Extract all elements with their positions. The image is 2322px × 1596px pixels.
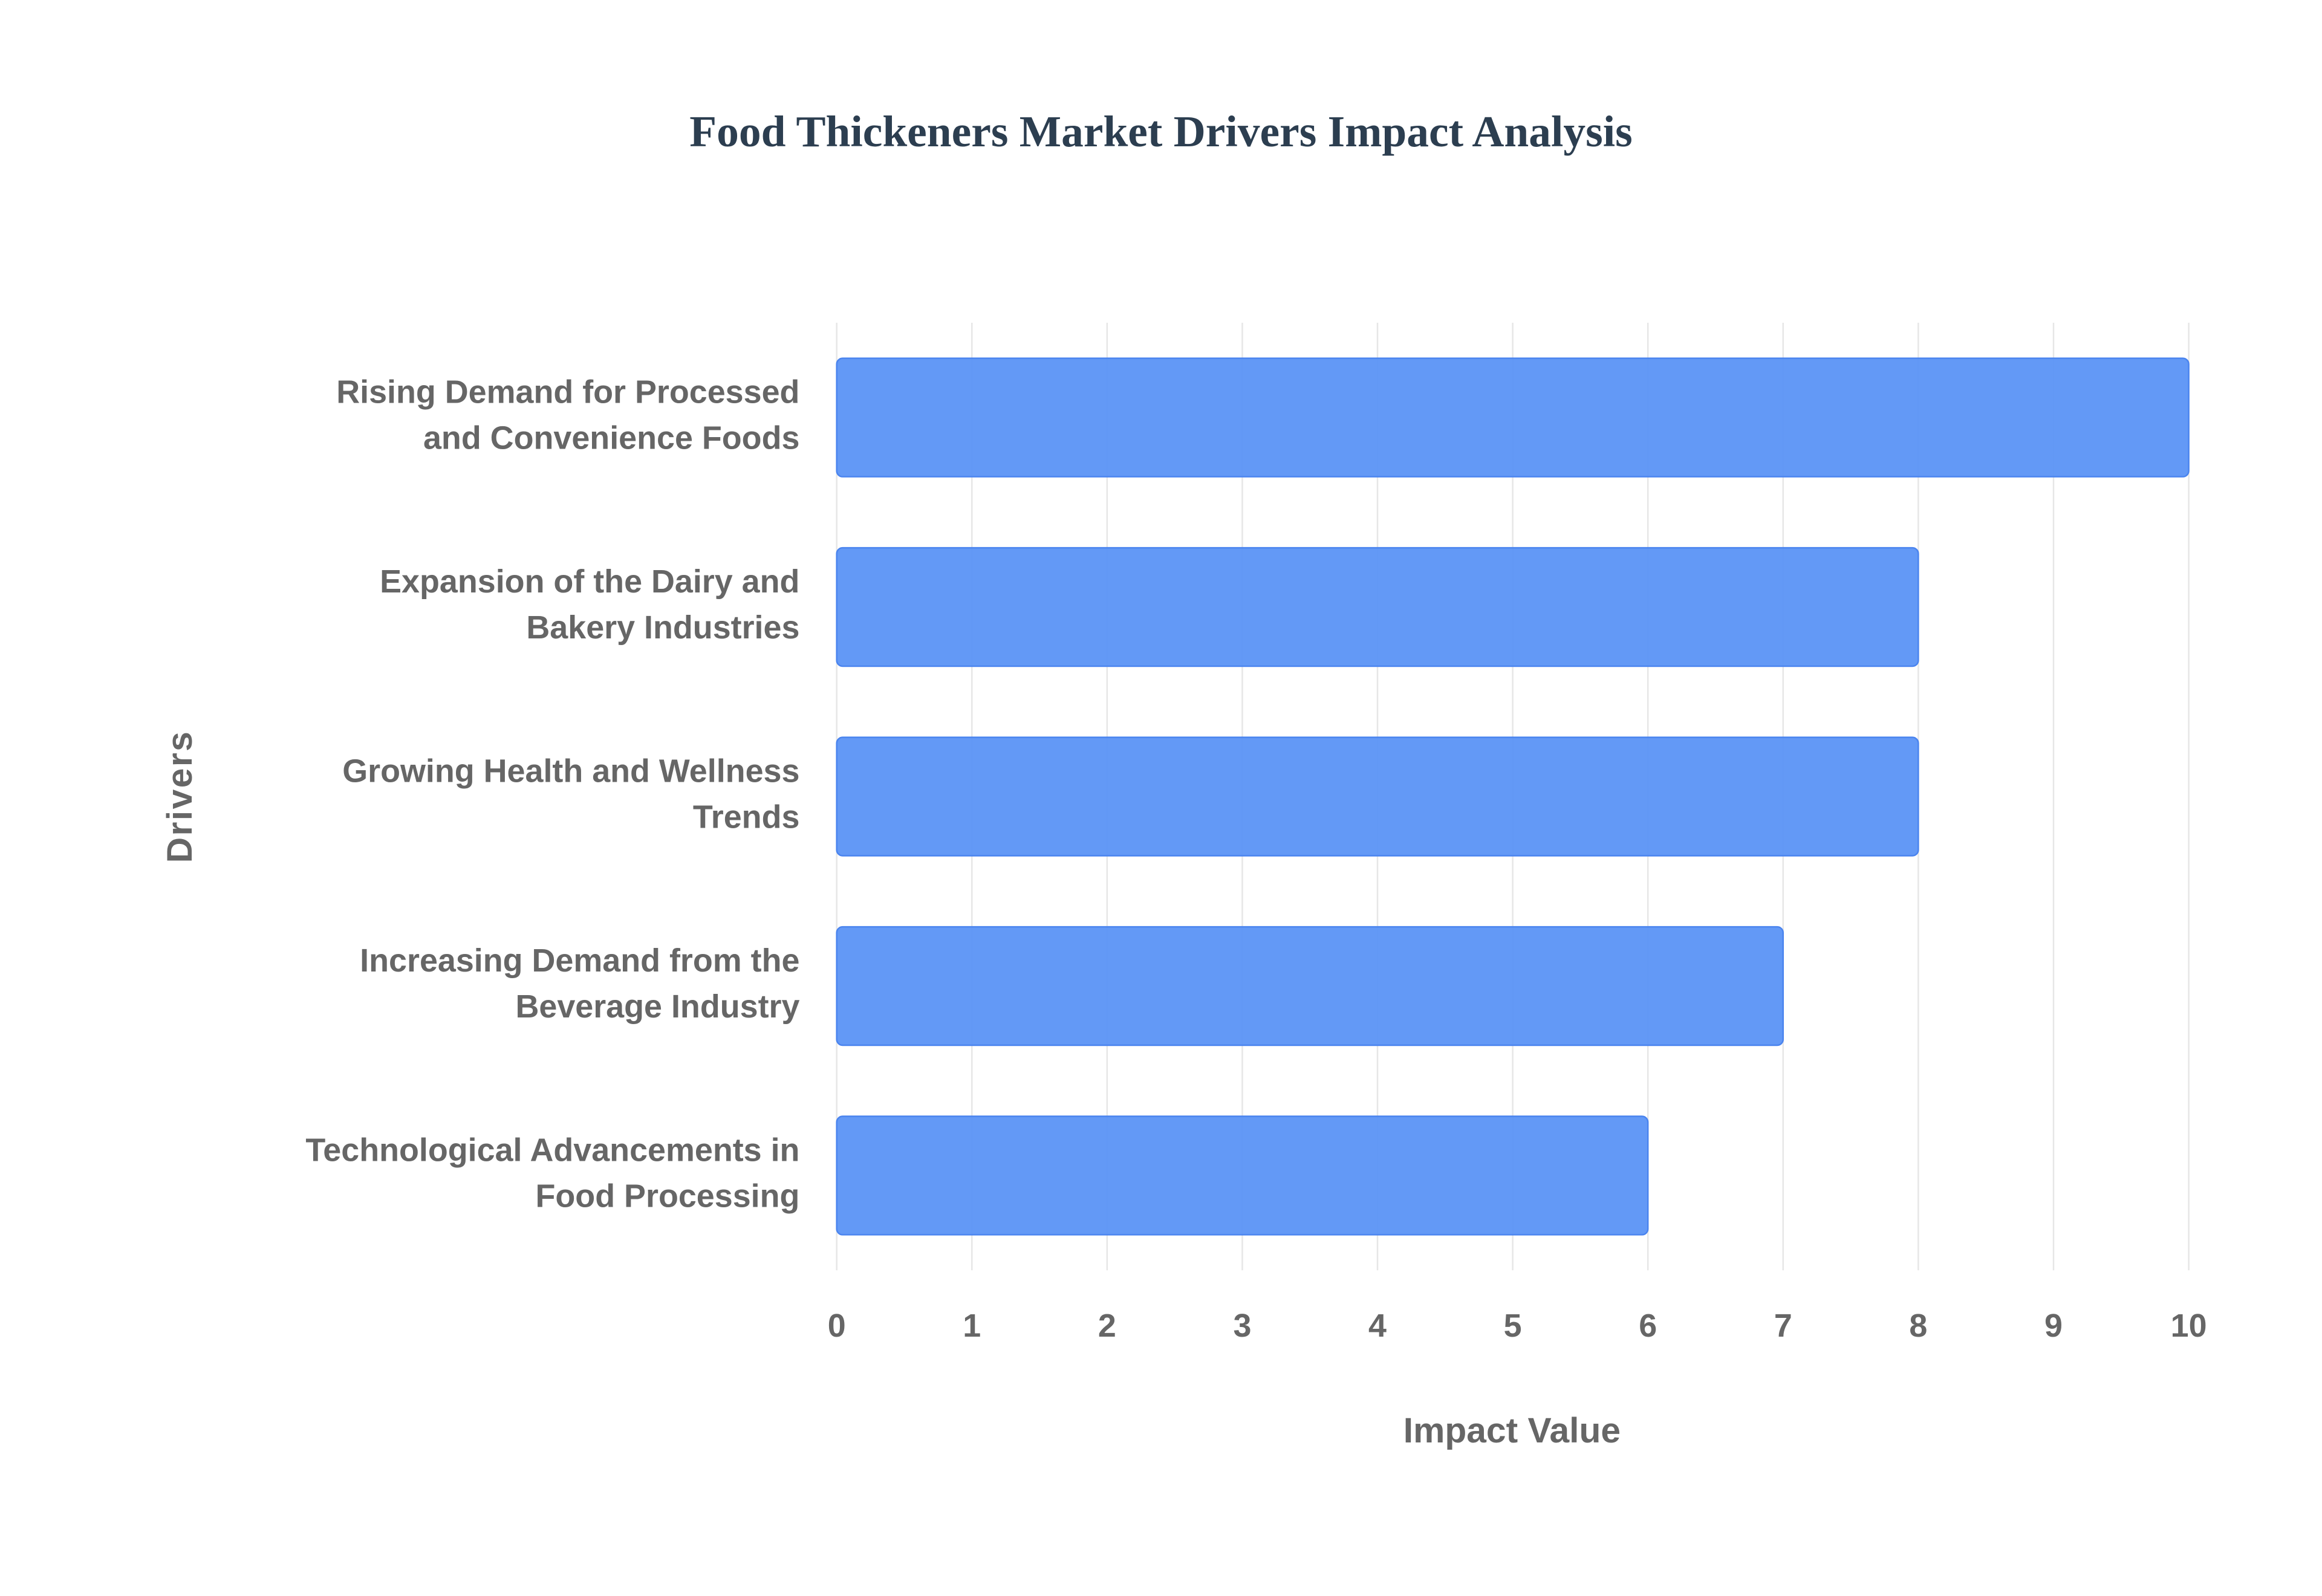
y-tick-label-line: Growing Health and Wellness [342, 753, 799, 790]
y-tick-label: Rising Demand for Processed and Convenien… [336, 374, 799, 456]
y-tick-label-line: Increasing Demand from the [360, 942, 799, 979]
bar [836, 547, 1919, 667]
y-tick-label: Technological Advancements in Food Proces… [305, 1132, 799, 1215]
bar [836, 357, 2190, 478]
y-tick-label: Increasing Demand from the Beverage Indus… [360, 942, 799, 1025]
x-tick-label: 1 [963, 1308, 981, 1344]
x-tick-label: 3 [1233, 1308, 1251, 1344]
bar [836, 926, 1784, 1046]
x-tick-label: 0 [828, 1308, 846, 1344]
y-tick-label: Growing Health and Wellness Trends [342, 753, 799, 835]
x-axis-title: Impact Value [1403, 1411, 1621, 1450]
y-tick-label: Expansion of the Dairy and Bakery Industr… [380, 563, 799, 646]
y-tick-label-line: and Convenience Foods [423, 420, 799, 456]
x-tick-label: 8 [1909, 1308, 1927, 1344]
y-tick-label-line: Rising Demand for Processed [336, 374, 799, 410]
y-axis-title: Drivers [160, 730, 200, 863]
bar [836, 736, 1919, 857]
x-tick-label: 9 [2044, 1308, 2063, 1344]
y-tick-label-line: Food Processing [536, 1178, 800, 1215]
x-tick-label: 4 [1368, 1308, 1387, 1344]
bar [836, 1115, 1649, 1236]
y-tick-label-line: Technological Advancements in [305, 1132, 799, 1169]
y-tick-label-line: Beverage Industry [515, 988, 799, 1025]
x-tick-label: 5 [1504, 1308, 1522, 1344]
y-tick-label-line: Bakery Industries [526, 609, 799, 646]
y-tick-label-line: Trends [693, 799, 800, 835]
x-tick-label: 10 [2171, 1308, 2207, 1344]
x-tick-label: 2 [1098, 1308, 1116, 1344]
x-tick-label: 7 [1774, 1308, 1792, 1344]
x-tick-label: 6 [1639, 1308, 1657, 1344]
y-tick-label-line: Expansion of the Dairy and [380, 563, 799, 600]
chart-title: Food Thickeners Market Drivers Impact An… [689, 107, 1632, 156]
